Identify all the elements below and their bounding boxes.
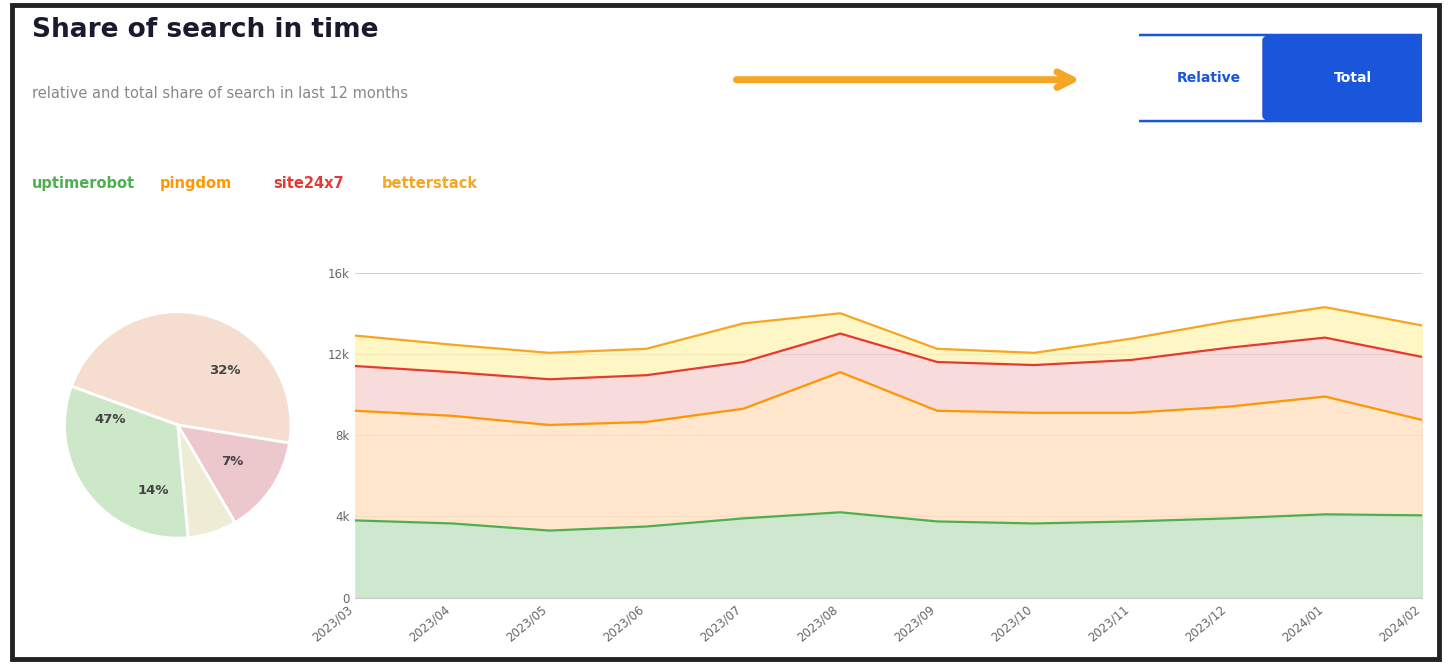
Text: site24x7: site24x7 [273, 176, 344, 191]
Wedge shape [178, 425, 289, 523]
FancyBboxPatch shape [1125, 35, 1288, 121]
Wedge shape [71, 312, 290, 443]
Text: Relative: Relative [1177, 71, 1241, 85]
FancyBboxPatch shape [1264, 35, 1436, 121]
Text: 47%: 47% [94, 413, 126, 426]
Wedge shape [65, 386, 189, 538]
Text: Total: Total [1333, 71, 1371, 85]
Text: uptimerobot: uptimerobot [32, 176, 135, 191]
Text: Share of search in time: Share of search in time [32, 17, 379, 42]
Text: betterstack: betterstack [382, 176, 477, 191]
Text: 14%: 14% [136, 484, 168, 497]
Text: relative and total share of search in last 12 months: relative and total share of search in la… [32, 86, 408, 102]
Text: 32%: 32% [209, 364, 241, 377]
Wedge shape [178, 425, 235, 538]
Text: pingdom: pingdom [160, 176, 232, 191]
Text: 7%: 7% [221, 455, 244, 467]
